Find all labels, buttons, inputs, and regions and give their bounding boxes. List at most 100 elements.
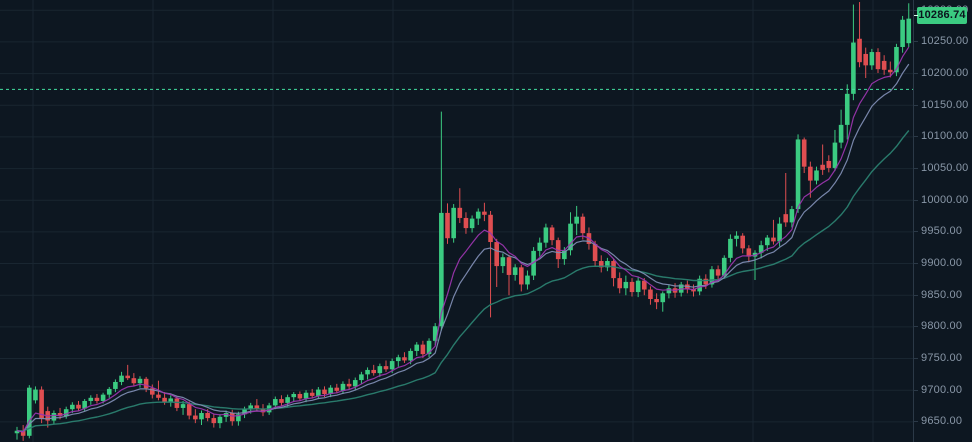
price-axis[interactable]: 10300.0010250.0010200.0010150.0010100.00… <box>913 0 972 442</box>
candle-body-up <box>635 280 641 293</box>
candle-body-down <box>20 430 26 436</box>
price-axis-tick-icon <box>914 389 918 391</box>
candle-body-down <box>826 160 832 168</box>
candle-body-up <box>512 267 518 275</box>
candle-body-up <box>14 430 20 434</box>
candle-body-down <box>211 418 217 424</box>
price-axis-label: 10250.00 <box>921 35 969 48</box>
candle-body-down <box>519 267 524 285</box>
candle-body-up <box>365 369 370 375</box>
candle-body-up <box>340 383 346 391</box>
price-axis-tick-icon <box>914 136 918 138</box>
candle-body-down <box>322 389 327 395</box>
candle-body-up <box>894 46 899 73</box>
candle-body-up <box>426 340 432 355</box>
candle-body-down <box>94 397 100 401</box>
candle-body-up <box>180 404 186 408</box>
candle-body-up <box>525 275 530 285</box>
candle-body-down <box>740 235 745 249</box>
candle-body-up <box>217 416 223 424</box>
ma-slow-teal-line <box>16 130 910 432</box>
candle-body-down <box>783 214 789 223</box>
candle-body-up <box>734 235 739 239</box>
candle-body-up <box>63 409 69 417</box>
candle-body-up <box>814 170 819 181</box>
candle-body-up <box>439 212 444 327</box>
candle-body-down <box>383 366 389 370</box>
candle-body-down <box>592 243 598 262</box>
candle-body-down <box>150 388 155 395</box>
candle-body-down <box>371 369 376 374</box>
price-axis-tick-icon <box>914 358 918 360</box>
candle-body-down <box>482 211 487 215</box>
candle-body-up <box>765 237 770 246</box>
price-axis-label: 10150.00 <box>921 98 969 111</box>
candle-body-up <box>721 257 727 276</box>
candle-body-down <box>863 53 868 66</box>
candle-body-down <box>39 389 44 419</box>
candle-body-down <box>297 394 303 399</box>
candle-body-up <box>777 223 782 242</box>
candle-body-up <box>389 361 395 370</box>
candle-body-up <box>168 398 174 403</box>
price-axis-label: 9700.00 <box>921 383 963 396</box>
price-axis-tick-icon <box>914 73 918 75</box>
candle-body-down <box>346 383 352 387</box>
candle-body-down <box>162 397 167 403</box>
price-axis-tick-icon <box>914 168 918 170</box>
candle-body-up <box>900 19 905 47</box>
candle-body-up <box>82 400 87 409</box>
candle-body-up <box>377 366 383 374</box>
candle-body-down <box>174 398 180 408</box>
candle-body-down <box>642 280 647 290</box>
price-axis-label: 9800.00 <box>921 320 963 333</box>
candle-body-down <box>402 357 407 361</box>
candle-body-down <box>193 415 198 420</box>
candle-body-down <box>801 139 807 167</box>
candle-body-down <box>820 164 825 170</box>
candle-body-up <box>100 394 106 401</box>
candle-body-down <box>654 299 659 303</box>
ma-fast-purple-line <box>16 46 910 433</box>
price-axis-label: 9850.00 <box>921 288 963 301</box>
candle-body-up <box>728 238 733 258</box>
price-axis-tick-icon <box>914 41 918 43</box>
candle-body-down <box>76 404 81 409</box>
candle-body-up <box>33 389 38 401</box>
price-axis-label: 9900.00 <box>921 257 963 270</box>
candle-body-down <box>598 261 604 268</box>
candle-body-up <box>248 405 253 410</box>
price-axis-tick-icon <box>914 263 918 265</box>
candle-body-up <box>666 288 672 294</box>
candle-body-down <box>57 412 63 417</box>
candle-body-down <box>888 69 893 73</box>
candle-body-down <box>254 405 260 409</box>
price-axis-label: 10100.00 <box>921 130 969 143</box>
candle-body-up <box>113 381 118 389</box>
candle-body-up <box>316 389 321 396</box>
candle-body-down <box>648 289 653 300</box>
candle-body-down <box>125 375 130 379</box>
candle-body-up <box>469 218 475 229</box>
price-axis-label: 9750.00 <box>921 352 963 365</box>
candle-body-up <box>660 293 666 303</box>
candle-body-up <box>795 139 801 210</box>
candle-body-up <box>432 326 438 341</box>
candle-body-up <box>119 375 124 382</box>
candle-body-down <box>549 227 555 241</box>
candle-body-down <box>771 237 776 242</box>
candle-body-up <box>709 269 715 285</box>
candle-body-up <box>303 392 309 399</box>
candle-body-up <box>623 281 629 289</box>
candle-body-down <box>309 392 315 396</box>
price-axis-tick-icon <box>914 104 918 106</box>
candle-body-up <box>906 18 912 44</box>
candle-body-up <box>500 257 506 267</box>
candle-body-up <box>562 250 567 260</box>
candle-body-down <box>881 60 887 70</box>
candle-body-up <box>451 207 456 239</box>
candle-body-down <box>488 214 493 243</box>
candle-body-down <box>703 278 709 285</box>
